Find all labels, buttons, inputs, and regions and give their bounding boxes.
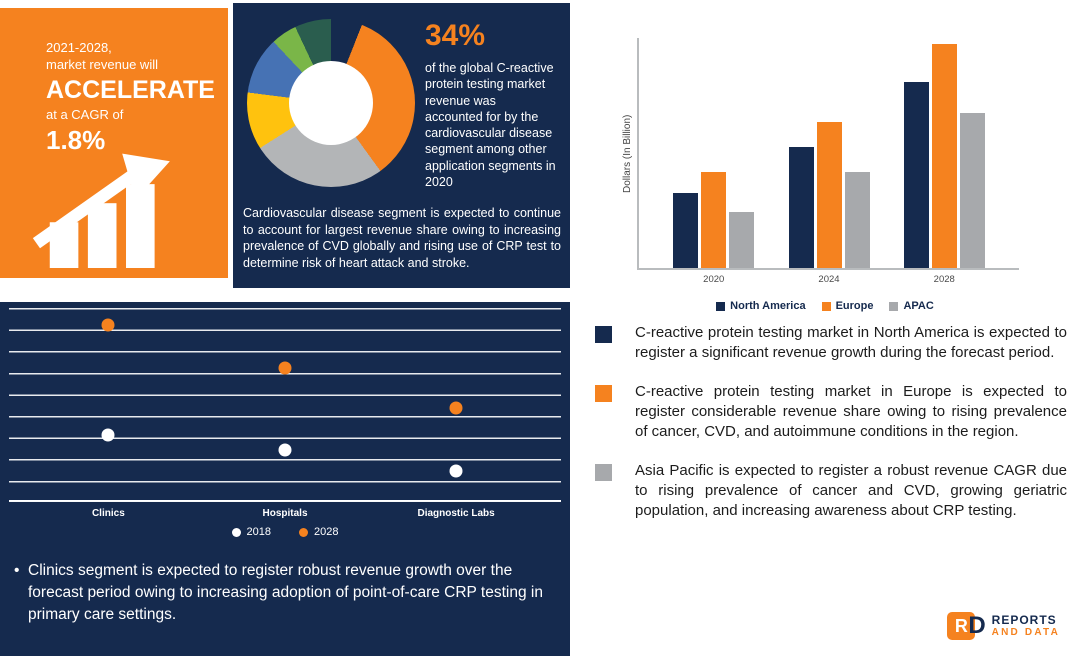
legend-swatch <box>299 527 308 537</box>
legend-swatch <box>231 527 241 537</box>
donut-chart <box>247 19 415 187</box>
x-tick-label: 2024 <box>818 274 840 285</box>
stat-block: 34% of the global C-reactive protein tes… <box>425 19 557 190</box>
donut-panel: 34% of the global C-reactive protein tes… <box>233 3 570 288</box>
dot-2028-hospitals <box>278 361 292 375</box>
bullet-swatch-navy <box>595 326 612 343</box>
cagr-value: 1.8% <box>46 125 106 156</box>
clinics-bullet-text: Clinics segment is expected to register … <box>12 560 558 626</box>
legend-label: Europe <box>835 300 874 312</box>
dot-plot-categories: Clinics Hospitals Diagnostic Labs <box>9 508 561 522</box>
bullet-swatch-gray <box>595 463 612 481</box>
legend-item: 2018 <box>231 526 271 538</box>
legend-item: Europe <box>821 300 874 312</box>
stat-description: of the global C-reactive protein testing… <box>425 61 556 189</box>
legend-label: North America <box>730 300 806 312</box>
bar-apac-2020 <box>729 211 755 268</box>
dot-2018-diagnostic-labs <box>449 464 463 478</box>
dot-plot-legend: 2018 2028 <box>0 526 570 538</box>
logo-text: REPORTS AND DATA <box>991 612 1060 639</box>
legend-swatch <box>716 301 726 311</box>
legend-swatch <box>821 301 831 311</box>
dot-plot-area <box>9 308 561 502</box>
dot-2018-hospitals <box>278 443 292 457</box>
legend-item: APAC <box>889 300 934 312</box>
dot-plot-category-label: Clinics <box>91 508 125 519</box>
bar-chart: Dollars (In Billion) 2020 2024 2028 <box>622 38 1019 285</box>
bullet-apac: Asia Pacific is expected to register a r… <box>595 461 1067 521</box>
bullet-text: Asia Pacific is expected to register a r… <box>635 461 1067 519</box>
growth-arrow-icon <box>32 153 170 268</box>
logo-mark-icon: R D <box>947 612 986 640</box>
bar-europe-2020 <box>701 171 727 268</box>
logo-reports: REPORTS <box>991 612 1057 627</box>
bar-apac-2024 <box>844 171 870 268</box>
bar-group: 2020 <box>673 38 755 285</box>
bar-north-america-2028 <box>903 81 929 268</box>
legend-swatch <box>889 301 899 311</box>
cagr-panel: 2021-2028, market revenue will ACCELERAT… <box>0 8 228 278</box>
legend-item: 2028 <box>299 526 338 538</box>
legend-label: 2018 <box>246 526 271 538</box>
logo-d: D <box>968 612 986 639</box>
bullet-europe: C-reactive protein testing market in Eur… <box>595 382 1067 442</box>
bullet-swatch-orange <box>595 384 612 402</box>
accelerate-text: ACCELERATE <box>46 75 215 104</box>
stat-value: 34% <box>425 19 486 52</box>
y-axis-label: Dollars (In Billion) <box>622 114 633 194</box>
dot-2028-clinics <box>101 318 115 332</box>
logo-r: R <box>947 612 976 640</box>
bar-europe-2028 <box>931 44 957 268</box>
bar-europe-2024 <box>816 121 842 268</box>
x-tick-label: 2028 <box>933 274 955 285</box>
bar-group: 2024 <box>788 38 870 285</box>
x-tick-label: 2020 <box>703 274 725 285</box>
cagr-label: at a CAGR of <box>46 106 124 122</box>
bar-group: 2028 <box>903 38 985 285</box>
legend-label: APAC <box>903 300 934 312</box>
bar-chart-legend: North America Europe APAC <box>570 300 1080 312</box>
bullet-text: C-reactive protein testing market in Nor… <box>635 324 1067 361</box>
cagr-intro: market revenue will <box>46 56 158 72</box>
left-column: 2021-2028, market revenue will ACCELERAT… <box>0 0 570 656</box>
dot-2018-clinics <box>101 428 115 442</box>
bar-plot: 2020 2024 2028 <box>637 38 1019 285</box>
cagr-years: 2021-2028, <box>46 40 112 55</box>
bar-north-america-2020 <box>673 192 699 268</box>
bullet-text: C-reactive protein testing market in Eur… <box>635 382 1067 440</box>
region-bullets: C-reactive protein testing market in Nor… <box>595 323 1067 521</box>
dot-plot-category-label: Diagnostic Labs <box>417 508 495 519</box>
bar-north-america-2024 <box>788 146 814 268</box>
top-row: 2021-2028, market revenue will ACCELERAT… <box>0 0 570 288</box>
logo-and-data: AND DATA <box>991 627 1060 639</box>
legend-item: North America <box>716 300 806 312</box>
reports-and-data-logo: R D REPORTS AND DATA <box>947 612 1060 640</box>
legend-label: 2028 <box>314 526 339 538</box>
bar-apac-2028 <box>959 113 985 268</box>
cvd-segment-text: Cardiovascular disease segment is expect… <box>243 206 561 270</box>
bullet-north-america: C-reactive protein testing market in Nor… <box>595 323 1067 363</box>
dot-plot-category-label: Hospitals <box>262 508 308 519</box>
dot-plot-panel: Clinics Hospitals Diagnostic Labs 2018 2028… <box>0 302 570 656</box>
right-column: Dollars (In Billion) 2020 2024 2028 North … <box>570 0 1080 656</box>
dot-2028-diagnostic-labs <box>449 401 463 415</box>
